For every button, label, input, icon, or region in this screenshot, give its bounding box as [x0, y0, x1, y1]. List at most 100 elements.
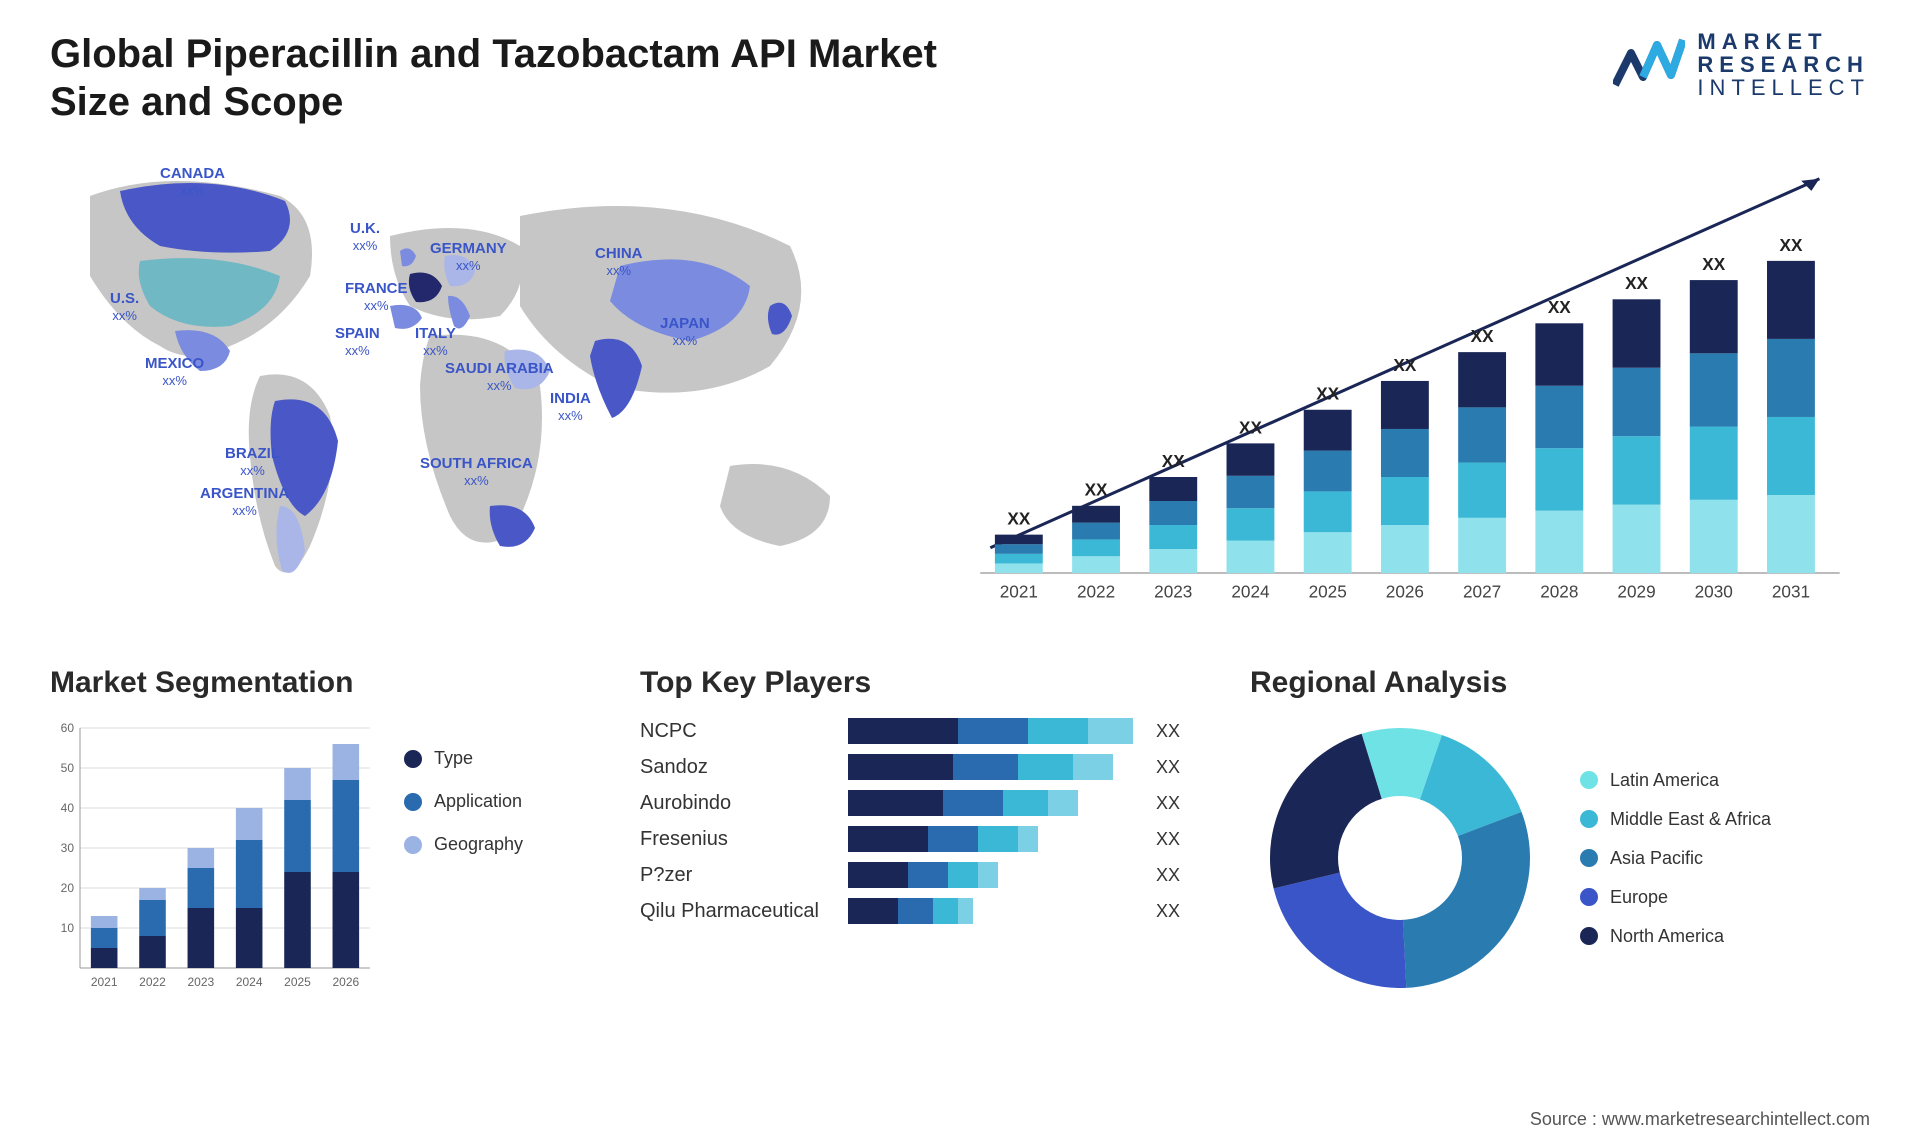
svg-text:2027: 2027	[1463, 581, 1501, 601]
legend-item: Application	[404, 791, 523, 812]
svg-text:2030: 2030	[1695, 581, 1733, 601]
legend-item: Middle East & Africa	[1580, 809, 1771, 830]
logo-icon	[1613, 35, 1685, 95]
growth-svg: XX 2021 XX 2022 XX 2023 XX 2024 XX 2025 XX 2026 XX 20…	[960, 146, 1870, 626]
legend-item: Geography	[404, 834, 523, 855]
svg-text:2026: 2026	[332, 975, 359, 989]
svg-text:2025: 2025	[1309, 581, 1347, 601]
svg-text:XX: XX	[1007, 509, 1030, 529]
map-label: U.K.xx%	[350, 221, 380, 254]
player-row: Aurobindo XX	[640, 790, 1220, 816]
logo-line-2: RESEARCH	[1697, 53, 1870, 76]
world-map: CANADAxx% U.S.xx% MEXICOxx% BRAZILxx% ARGENT…	[50, 146, 920, 626]
svg-text:10: 10	[61, 921, 75, 935]
map-label: GERMANYxx%	[430, 241, 507, 274]
map-label: BRAZILxx%	[225, 446, 280, 479]
growth-chart: XX 2021 XX 2022 XX 2023 XX 2024 XX 2025 XX 2026 XX 20…	[960, 146, 1870, 626]
segmentation-panel: Market Segmentation 10 20 30 40 50 60 2021 2022…	[50, 666, 610, 998]
player-value: XX	[1156, 757, 1206, 778]
legend-item: Asia Pacific	[1580, 848, 1771, 869]
svg-text:XX: XX	[1316, 384, 1339, 404]
map-label: CHINAxx%	[595, 246, 643, 279]
segmentation-chart: 10 20 30 40 50 60 2021 2022 2023 2024 2025 2026	[50, 718, 380, 998]
logo-line-1: MARKET	[1697, 30, 1870, 53]
map-label: SPAINxx%	[335, 326, 380, 359]
map-label: CANADAxx%	[160, 166, 225, 199]
player-row: Qilu Pharmaceutical XX	[640, 898, 1220, 924]
legend-item: Type	[404, 748, 523, 769]
map-label: MEXICOxx%	[145, 356, 204, 389]
svg-text:50: 50	[61, 761, 75, 775]
svg-text:XX: XX	[1085, 480, 1108, 500]
player-name: Aurobindo	[640, 792, 840, 815]
svg-text:2022: 2022	[1077, 581, 1115, 601]
player-bar	[848, 718, 1148, 744]
page-title: Global Piperacillin and Tazobactam API M…	[50, 30, 1010, 126]
svg-text:XX: XX	[1471, 326, 1494, 346]
region-panel: Regional Analysis Latin America Middle Ea…	[1250, 666, 1870, 998]
legend-item: Europe	[1580, 887, 1771, 908]
svg-text:2021: 2021	[1000, 581, 1038, 601]
legend-item: North America	[1580, 926, 1771, 947]
player-bar	[848, 790, 1148, 816]
svg-text:XX: XX	[1625, 273, 1648, 293]
svg-text:2023: 2023	[187, 975, 214, 989]
player-value: XX	[1156, 793, 1206, 814]
svg-text:XX: XX	[1393, 355, 1416, 375]
player-row: Fresenius XX	[640, 826, 1220, 852]
map-label: U.S.xx%	[110, 291, 139, 324]
svg-text:20: 20	[61, 881, 75, 895]
players-panel: Top Key Players NCPCXXSandozXXAurobindoX…	[640, 666, 1220, 998]
source-footer: Source : www.marketresearchintellect.com	[1530, 1109, 1870, 1130]
brand-logo: MARKET RESEARCH INTELLECT	[1613, 30, 1870, 99]
svg-text:2022: 2022	[139, 975, 166, 989]
svg-text:XX: XX	[1702, 254, 1725, 274]
svg-text:2024: 2024	[236, 975, 263, 989]
player-name: Sandoz	[640, 756, 840, 779]
legend-item: Latin America	[1580, 770, 1771, 791]
svg-text:XX: XX	[1779, 235, 1802, 255]
svg-text:40: 40	[61, 801, 75, 815]
map-label: SAUDI ARABIAxx%	[445, 361, 554, 394]
player-value: XX	[1156, 901, 1206, 922]
svg-text:2024: 2024	[1231, 581, 1270, 601]
map-label: ARGENTINAxx%	[200, 486, 289, 519]
map-label: ITALYxx%	[415, 326, 456, 359]
region-title: Regional Analysis	[1250, 666, 1870, 700]
player-bar	[848, 898, 1148, 924]
player-name: NCPC	[640, 720, 840, 743]
player-bar	[848, 862, 1148, 888]
region-donut	[1250, 718, 1550, 998]
map-label: JAPANxx%	[660, 316, 710, 349]
player-row: NCPCXX	[640, 718, 1220, 744]
svg-text:2025: 2025	[284, 975, 311, 989]
svg-text:2028: 2028	[1540, 581, 1578, 601]
players-title: Top Key Players	[640, 666, 1220, 700]
svg-text:2026: 2026	[1386, 581, 1424, 601]
player-bar	[848, 826, 1148, 852]
player-row: P?zer XX	[640, 862, 1220, 888]
svg-text:XX: XX	[1548, 297, 1571, 317]
map-label: FRANCExx%	[345, 281, 408, 314]
svg-text:2031: 2031	[1772, 581, 1810, 601]
svg-text:XX: XX	[1162, 451, 1185, 471]
logo-line-3: INTELLECT	[1697, 76, 1870, 99]
player-name: Qilu Pharmaceutical	[640, 900, 840, 923]
region-legend: Latin America Middle East & Africa Asia Pa…	[1580, 770, 1771, 947]
segmentation-legend: Type Application Geography	[404, 718, 523, 998]
player-bar	[848, 754, 1148, 780]
svg-text:XX: XX	[1239, 417, 1262, 437]
svg-text:30: 30	[61, 841, 75, 855]
player-value: XX	[1156, 829, 1206, 850]
player-value: XX	[1156, 865, 1206, 886]
player-name: Fresenius	[640, 828, 840, 851]
svg-text:2029: 2029	[1617, 581, 1655, 601]
svg-text:2021: 2021	[91, 975, 118, 989]
segmentation-title: Market Segmentation	[50, 666, 610, 700]
map-label: SOUTH AFRICAxx%	[420, 456, 533, 489]
map-label: INDIAxx%	[550, 391, 591, 424]
player-row: Sandoz XX	[640, 754, 1220, 780]
svg-text:60: 60	[61, 721, 75, 735]
svg-text:2023: 2023	[1154, 581, 1192, 601]
player-name: P?zer	[640, 864, 840, 887]
